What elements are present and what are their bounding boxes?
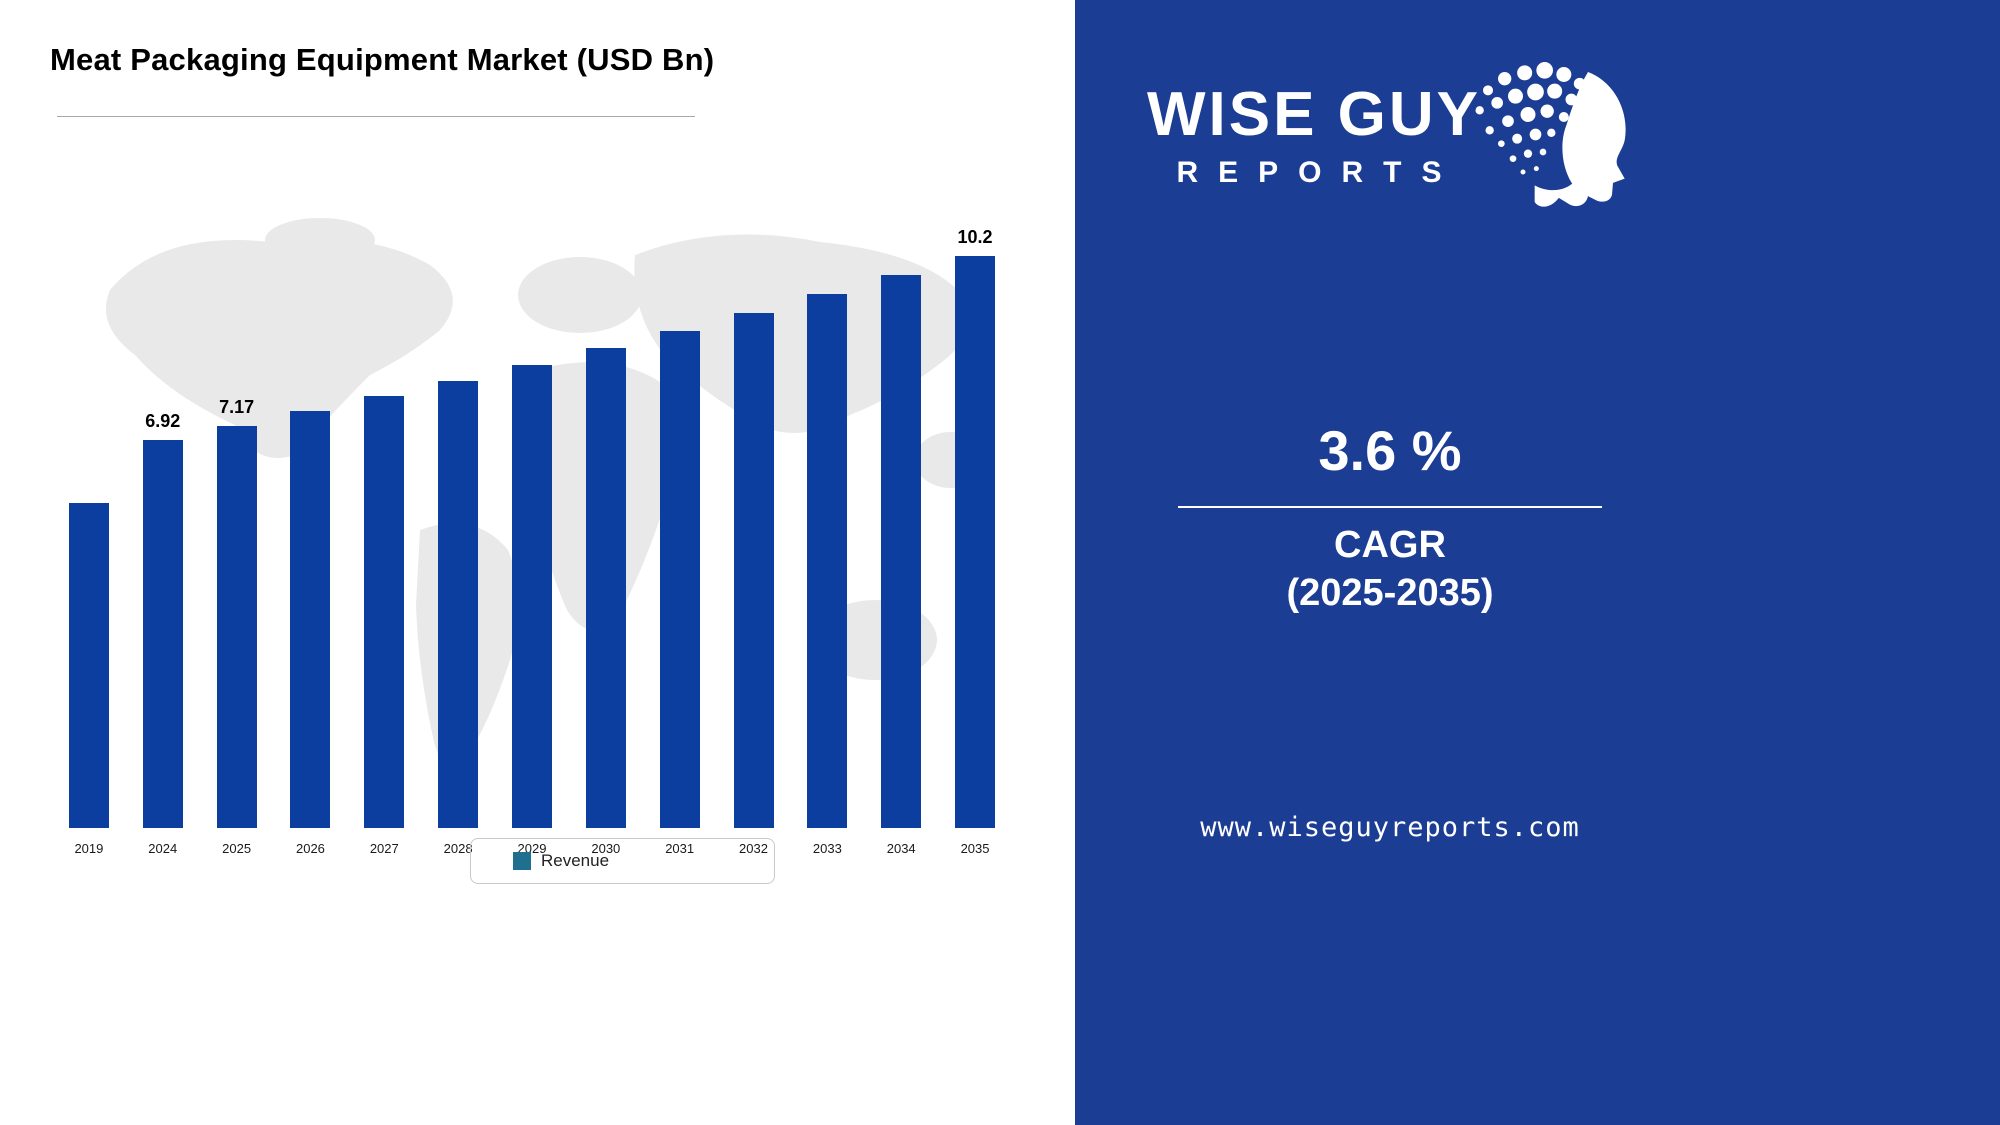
bar-2024 (142, 440, 183, 828)
bar-column-2029: 2029 (495, 228, 569, 856)
logo-subtitle: REPORTS (1176, 156, 1462, 189)
cagr-period: (2025-2035) (1286, 571, 1494, 614)
x-tick-2033: 2033 (812, 841, 842, 856)
divider-line (1178, 506, 1602, 508)
x-tick-2030: 2030 (591, 841, 621, 856)
legend-label: Revenue (541, 851, 610, 870)
x-tick-2032: 2032 (739, 841, 768, 856)
value-label-2025: 7.17 (219, 397, 255, 417)
bar-chart: 2019 6.92 2024 7.17 2025 2026 2027 2028 2029 2030… (52, 227, 1012, 856)
dotted-head-icon (1475, 62, 1626, 207)
right-panel: WISE GUY REPORTS (1075, 0, 2000, 1125)
bar-2019 (68, 503, 109, 828)
bar-column-2028: 2028 (421, 228, 495, 856)
chart-area: Meat Packaging Equipment Market (USD Bn)… (50, 42, 1012, 884)
bar-2026 (290, 411, 331, 828)
x-tick-2025: 2025 (222, 841, 252, 856)
bar-column-2035: 10.2 2035 (938, 227, 1012, 856)
bar-column-2032: 2032 (717, 228, 791, 856)
bar-column-2031: 2031 (643, 228, 717, 856)
cagr-value: 3.6 % (1318, 419, 1462, 482)
bar-column-2025: 7.17 2025 (200, 228, 274, 856)
bar-column-2024: 6.92 2024 (126, 228, 200, 856)
bar-2025 (216, 426, 257, 828)
x-tick-2035: 2035 (960, 841, 990, 856)
logo-text: WISE GUY REPORTS (1147, 62, 1481, 190)
bar-column-2034: 2034 (864, 228, 938, 856)
chart-legend: Revenue (470, 838, 775, 884)
bar-2035 (955, 256, 996, 828)
x-tick-2024: 2024 (148, 841, 178, 856)
cagr-label: CAGR (2025-2035) (1130, 522, 1650, 617)
bar-2028 (438, 381, 479, 828)
x-tick-2026: 2026 (295, 841, 325, 856)
legend-swatch (513, 852, 531, 870)
bar-2032 (733, 313, 774, 828)
bar-2027 (364, 396, 405, 828)
bar-2030 (585, 348, 626, 828)
bar-column-2026: 2026 (274, 228, 348, 856)
x-tick-2028: 2028 (443, 841, 473, 856)
value-label-2035: 10.2 (957, 227, 993, 247)
chart-title: Meat Packaging Equipment Market (USD Bn) (50, 42, 715, 77)
bar-column-2033: 2033 (790, 228, 864, 856)
x-tick-2031: 2031 (665, 841, 695, 856)
bar-2034 (881, 275, 922, 828)
bar-2031 (659, 331, 700, 828)
bar-column-2027: 2027 (347, 228, 421, 856)
x-tick-2019: 2019 (74, 841, 104, 856)
wise-guy-reports-logo: WISE GUY REPORTS (1130, 62, 1650, 212)
website-link[interactable]: www.wiseguyreports.com (1200, 812, 1580, 843)
title-underline (57, 116, 695, 117)
value-label-2024: 6.92 (145, 411, 181, 431)
bar-2033 (807, 294, 848, 828)
cagr-word: CAGR (1334, 524, 1446, 566)
panel-content: WISE GUY REPORTS (1130, 0, 1650, 1125)
bar-2029 (511, 365, 552, 828)
logo-wordmark: WISE GUY (1146, 80, 1482, 149)
bar-column-2019: 2019 (52, 228, 126, 856)
x-tick-2034: 2034 (886, 841, 916, 856)
bar-column-2030: 2030 (569, 228, 643, 856)
x-tick-2027: 2027 (369, 841, 399, 856)
